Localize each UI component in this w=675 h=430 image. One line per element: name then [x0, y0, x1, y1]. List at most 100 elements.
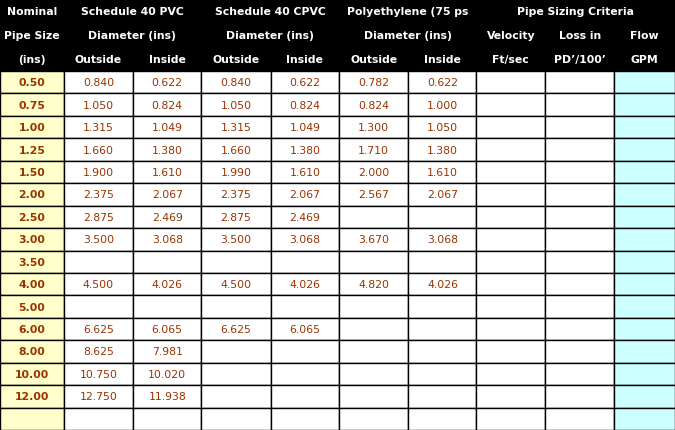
Bar — [271, 385, 339, 408]
Text: 5.00: 5.00 — [18, 302, 45, 312]
Bar — [133, 139, 201, 161]
Bar — [133, 363, 201, 385]
Bar — [545, 273, 614, 296]
Bar — [614, 94, 675, 117]
Text: 2.50: 2.50 — [18, 212, 45, 222]
Text: 1.000: 1.000 — [427, 101, 458, 111]
Bar — [545, 94, 614, 117]
Text: 0.824: 0.824 — [358, 101, 389, 111]
Bar — [408, 273, 477, 296]
Bar — [201, 341, 271, 363]
Text: Schedule 40 CPVC: Schedule 40 CPVC — [215, 7, 325, 17]
Bar — [545, 296, 614, 318]
Bar — [339, 139, 408, 161]
Bar — [133, 206, 201, 228]
Text: 2.567: 2.567 — [358, 190, 389, 200]
Bar — [477, 184, 545, 206]
Bar — [0, 251, 63, 273]
Bar — [408, 94, 477, 117]
Bar — [408, 385, 477, 408]
Text: 11.938: 11.938 — [148, 391, 186, 402]
Bar — [271, 117, 339, 139]
Bar — [545, 206, 614, 228]
Bar — [545, 251, 614, 273]
Bar — [477, 139, 545, 161]
Bar — [133, 94, 201, 117]
Bar — [339, 341, 408, 363]
Bar — [201, 184, 271, 206]
Bar — [408, 206, 477, 228]
Bar — [201, 385, 271, 408]
Bar — [201, 363, 271, 385]
Text: 4.500: 4.500 — [221, 280, 252, 289]
Text: 3.068: 3.068 — [427, 235, 458, 245]
Bar — [614, 341, 675, 363]
Text: 1.610: 1.610 — [427, 168, 458, 178]
Text: 6.065: 6.065 — [290, 324, 321, 334]
Text: 1.50: 1.50 — [18, 168, 45, 178]
Bar — [271, 363, 339, 385]
Bar — [408, 48, 477, 72]
Bar — [339, 385, 408, 408]
Bar — [545, 139, 614, 161]
Bar — [63, 228, 133, 251]
Bar — [271, 184, 339, 206]
Bar — [545, 48, 614, 72]
Bar — [133, 72, 201, 94]
Bar — [545, 385, 614, 408]
Bar — [614, 139, 675, 161]
Bar — [0, 24, 63, 48]
Bar — [408, 117, 477, 139]
Text: Schedule 40 PVC: Schedule 40 PVC — [81, 7, 184, 17]
Bar — [271, 206, 339, 228]
Bar — [339, 296, 408, 318]
Text: 4.026: 4.026 — [152, 280, 183, 289]
Text: 8.00: 8.00 — [18, 347, 45, 356]
Bar — [614, 24, 675, 48]
Bar — [63, 341, 133, 363]
Text: (ins): (ins) — [18, 55, 45, 65]
Text: 4.00: 4.00 — [18, 280, 45, 289]
Bar — [545, 341, 614, 363]
Bar — [63, 48, 133, 72]
Bar — [271, 139, 339, 161]
Bar — [63, 184, 133, 206]
Bar — [63, 139, 133, 161]
Bar — [201, 408, 271, 430]
Text: 1.610: 1.610 — [290, 168, 321, 178]
Bar — [201, 206, 271, 228]
Bar — [477, 161, 545, 184]
Bar — [339, 72, 408, 94]
Text: 4.500: 4.500 — [83, 280, 114, 289]
Bar — [545, 363, 614, 385]
Bar — [408, 251, 477, 273]
Text: 1.900: 1.900 — [83, 168, 114, 178]
Bar — [63, 72, 133, 94]
Text: 6.00: 6.00 — [18, 324, 45, 334]
Bar — [614, 363, 675, 385]
Bar — [408, 139, 477, 161]
Bar — [0, 408, 63, 430]
Bar — [545, 24, 614, 48]
Bar — [614, 296, 675, 318]
Bar — [201, 117, 271, 139]
Text: 1.660: 1.660 — [83, 145, 114, 155]
Text: 2.067: 2.067 — [290, 190, 321, 200]
Text: 6.625: 6.625 — [221, 324, 252, 334]
Text: 2.469: 2.469 — [152, 212, 183, 222]
Bar — [339, 408, 408, 430]
Bar — [271, 273, 339, 296]
Bar — [545, 72, 614, 94]
Text: 2.469: 2.469 — [290, 212, 320, 222]
Text: Diameter (ins): Diameter (ins) — [226, 31, 314, 41]
Bar — [477, 341, 545, 363]
Bar — [614, 318, 675, 341]
Bar — [271, 48, 339, 72]
Bar — [0, 318, 63, 341]
Bar — [0, 94, 63, 117]
Bar — [477, 48, 545, 72]
Bar — [271, 228, 339, 251]
Text: 1.050: 1.050 — [221, 101, 252, 111]
Bar — [339, 273, 408, 296]
Bar — [201, 228, 271, 251]
